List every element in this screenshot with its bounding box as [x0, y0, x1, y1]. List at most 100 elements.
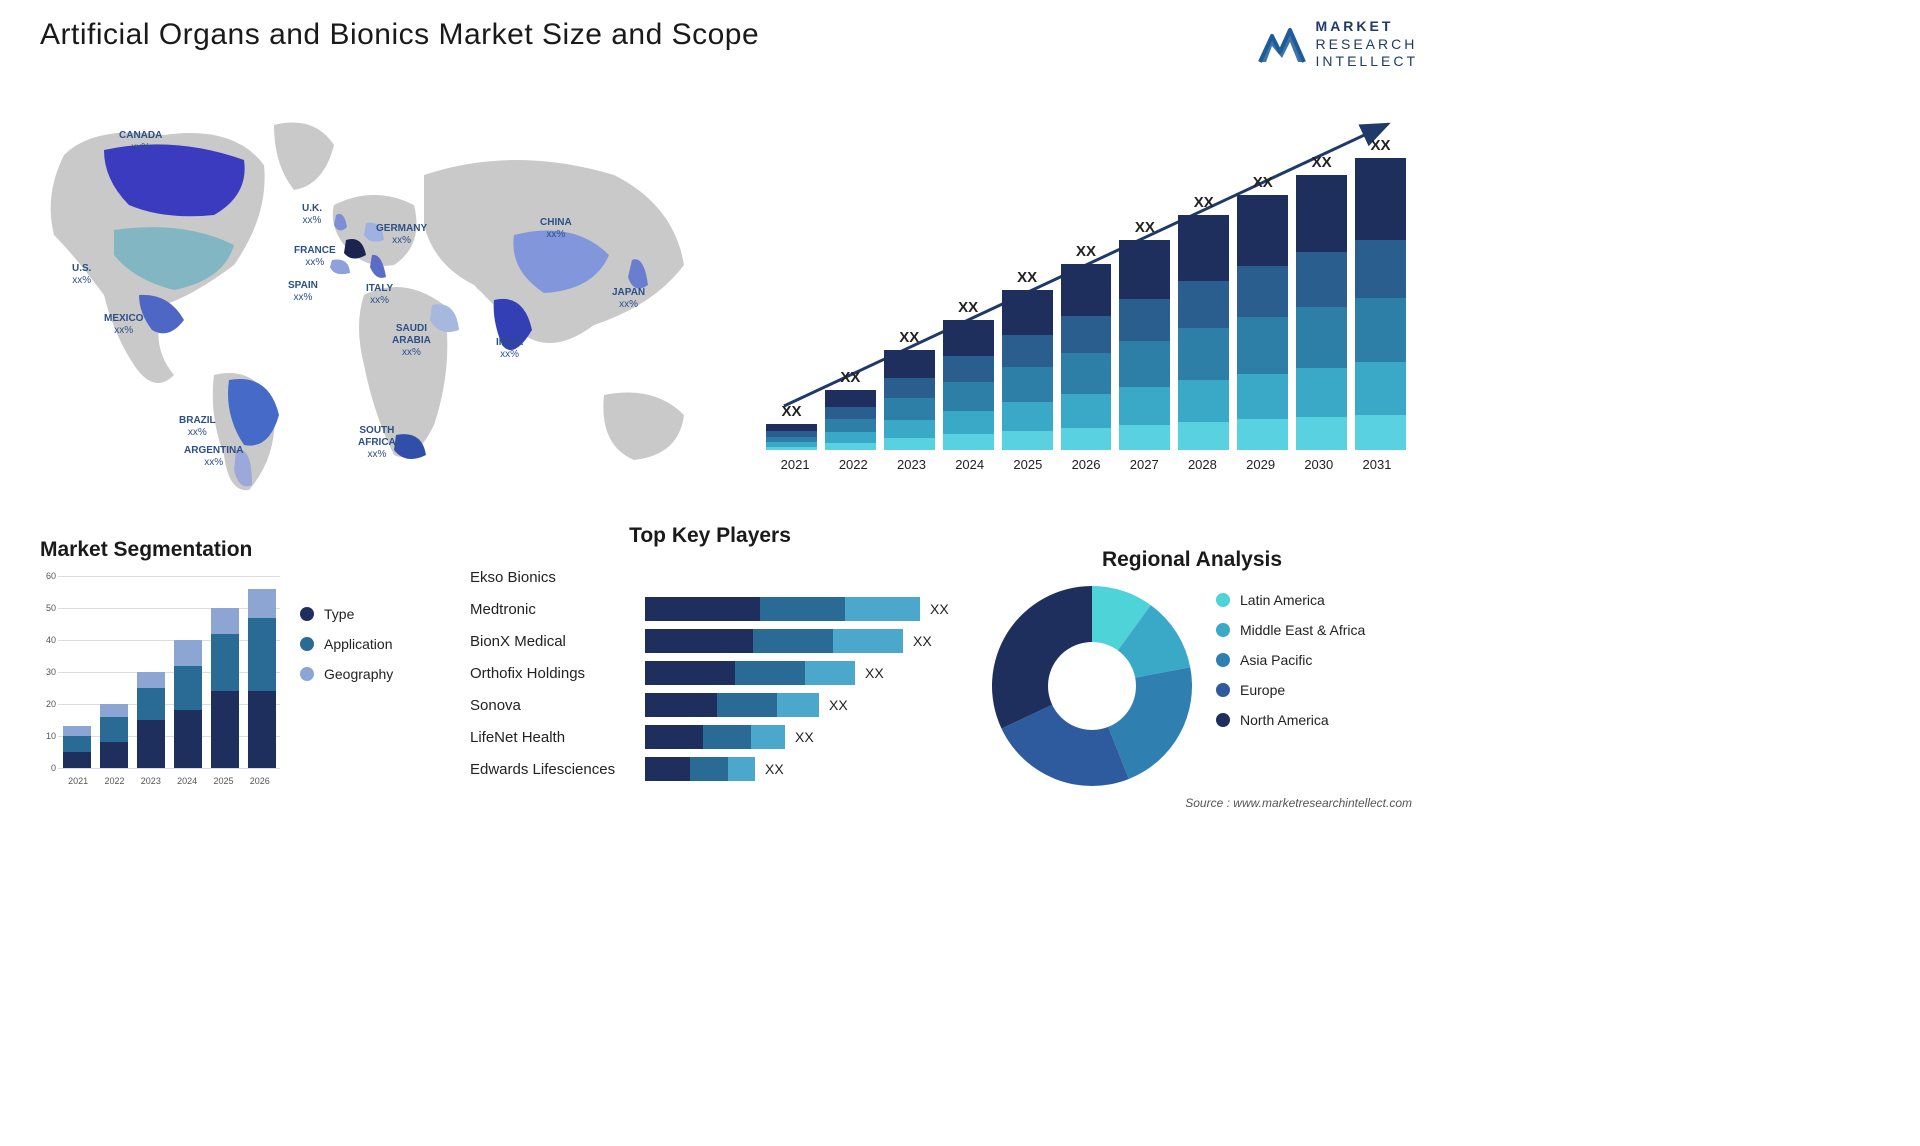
seg-bar-2023 — [137, 672, 165, 768]
growth-value-label: XX — [840, 369, 860, 386]
growth-value-label: XX — [1312, 154, 1332, 171]
regional-legend-item: North America — [1216, 712, 1365, 728]
map-label-japan: JAPANxx% — [612, 287, 645, 311]
world-map: CANADAxx%U.S.xx%MEXICOxx%BRAZILxx%ARGENT… — [34, 95, 724, 495]
player-row: Edwards LifesciencesXX — [470, 754, 970, 784]
legend-dot-icon — [1216, 623, 1230, 637]
map-label-uk: U.K.xx% — [302, 203, 322, 227]
legend-dot-icon — [1216, 713, 1230, 727]
player-bar — [645, 629, 903, 653]
growth-bar-2028: XX — [1178, 194, 1229, 450]
growth-value-label: XX — [1371, 137, 1391, 154]
seg-ytick: 60 — [46, 571, 56, 581]
legend-dot-icon — [1216, 593, 1230, 607]
growth-value-label: XX — [1076, 243, 1096, 260]
seg-bar-2022 — [100, 704, 128, 768]
legend-dot-icon — [1216, 683, 1230, 697]
brand-logo: MARKET RESEARCH INTELLECT — [1258, 18, 1418, 71]
growth-value-label: XX — [1135, 219, 1155, 236]
seg-legend-item: Application — [300, 636, 393, 652]
growth-year-label: 2027 — [1115, 457, 1173, 472]
player-bar — [645, 725, 785, 749]
regional-legend-item: Europe — [1216, 682, 1365, 698]
segmentation-title: Market Segmentation — [40, 538, 440, 562]
segmentation-section: Market Segmentation 0102030405060 202120… — [40, 538, 440, 786]
player-row: Medtronic XX — [470, 594, 970, 624]
map-label-argentina: ARGENTINAxx% — [184, 445, 243, 469]
regional-legend-item: Middle East & Africa — [1216, 622, 1365, 638]
growth-year-label: 2023 — [882, 457, 940, 472]
segmentation-legend: TypeApplicationGeography — [300, 606, 393, 696]
seg-ytick: 10 — [46, 731, 56, 741]
key-players-title: Top Key Players — [470, 524, 950, 548]
growth-bar-2025: XX — [1002, 269, 1053, 450]
player-row: BionX Medical XX — [470, 626, 970, 656]
regional-legend: Latin America Middle East & Africa Asia Pa… — [1216, 586, 1365, 742]
map-label-france: FRANCExx% — [294, 245, 336, 269]
growth-value-label: XX — [899, 329, 919, 346]
player-row: Orthofix Holdings XX — [470, 658, 970, 688]
map-label-spain: SPAINxx% — [288, 280, 318, 304]
player-bar — [645, 597, 920, 621]
growth-bar-2021: XX — [766, 403, 817, 450]
growth-year-label: 2030 — [1290, 457, 1348, 472]
growth-year-label: 2025 — [999, 457, 1057, 472]
growth-bar-2022: XX — [825, 369, 876, 450]
player-value: XX — [865, 665, 884, 681]
map-label-canada: CANADAxx% — [119, 130, 162, 154]
growth-year-label: 2022 — [824, 457, 882, 472]
player-row: LifeNet Health XX — [470, 722, 970, 752]
segmentation-chart: 0102030405060 202120222023202420252026 — [40, 576, 280, 786]
growth-bar-2027: XX — [1119, 219, 1170, 450]
growth-value-label: XX — [1253, 174, 1273, 191]
growth-value-label: XX — [781, 403, 801, 420]
growth-bar-2031: XX — [1355, 137, 1406, 450]
player-name: BionX Medical — [470, 633, 645, 650]
growth-bar-2024: XX — [943, 299, 994, 450]
player-value: XX — [795, 729, 814, 745]
player-value: XX — [829, 697, 848, 713]
map-label-mexico: MEXICOxx% — [104, 313, 143, 337]
player-row: Ekso Bionics — [470, 562, 970, 592]
seg-ytick: 20 — [46, 699, 56, 709]
legend-dot-icon — [300, 607, 314, 621]
key-players-section: Top Key Players Ekso BionicsMedtronicXXB… — [470, 524, 970, 786]
logo-line2: RESEARCH — [1316, 36, 1418, 54]
growth-year-label: 2028 — [1173, 457, 1231, 472]
growth-value-label: XX — [958, 299, 978, 316]
growth-bar-2023: XX — [884, 329, 935, 450]
logo-line1: MARKET — [1316, 18, 1418, 36]
map-label-saudiarabia: SAUDIARABIAxx% — [392, 323, 431, 359]
player-name: Edwards Lifesciences — [470, 761, 645, 778]
player-value: XX — [930, 601, 949, 617]
regional-section: Regional Analysis Latin AmericaMiddle Ea… — [992, 548, 1412, 786]
seg-ytick: 50 — [46, 603, 56, 613]
seg-xtick: 2024 — [169, 776, 205, 786]
seg-ytick: 40 — [46, 635, 56, 645]
growth-bar-2030: XX — [1296, 154, 1347, 450]
growth-bar-2029: XX — [1237, 174, 1288, 450]
regional-legend-item: Latin America — [1216, 592, 1365, 608]
map-label-china: CHINAxx% — [540, 217, 572, 241]
seg-xtick: 2025 — [205, 776, 241, 786]
player-bar — [645, 757, 755, 781]
regional-legend-item: Asia Pacific — [1216, 652, 1365, 668]
growth-year-label: 2031 — [1348, 457, 1406, 472]
player-name: Orthofix Holdings — [470, 665, 645, 682]
player-name: Medtronic — [470, 601, 645, 618]
growth-year-label: 2026 — [1057, 457, 1115, 472]
legend-dot-icon — [300, 667, 314, 681]
seg-bar-2024 — [174, 640, 202, 768]
seg-xtick: 2021 — [60, 776, 96, 786]
growth-bar-2026: XX — [1061, 243, 1112, 450]
logo-line3: INTELLECT — [1316, 53, 1418, 71]
growth-year-label: 2029 — [1232, 457, 1290, 472]
player-value: XX — [913, 633, 932, 649]
seg-legend-item: Type — [300, 606, 393, 622]
seg-bar-2025 — [211, 608, 239, 768]
map-label-india: INDIAxx% — [496, 337, 523, 361]
seg-bar-2021 — [63, 726, 91, 768]
page-title: Artificial Organs and Bionics Market Siz… — [40, 18, 759, 52]
player-name: LifeNet Health — [470, 729, 645, 746]
player-bar — [645, 693, 819, 717]
